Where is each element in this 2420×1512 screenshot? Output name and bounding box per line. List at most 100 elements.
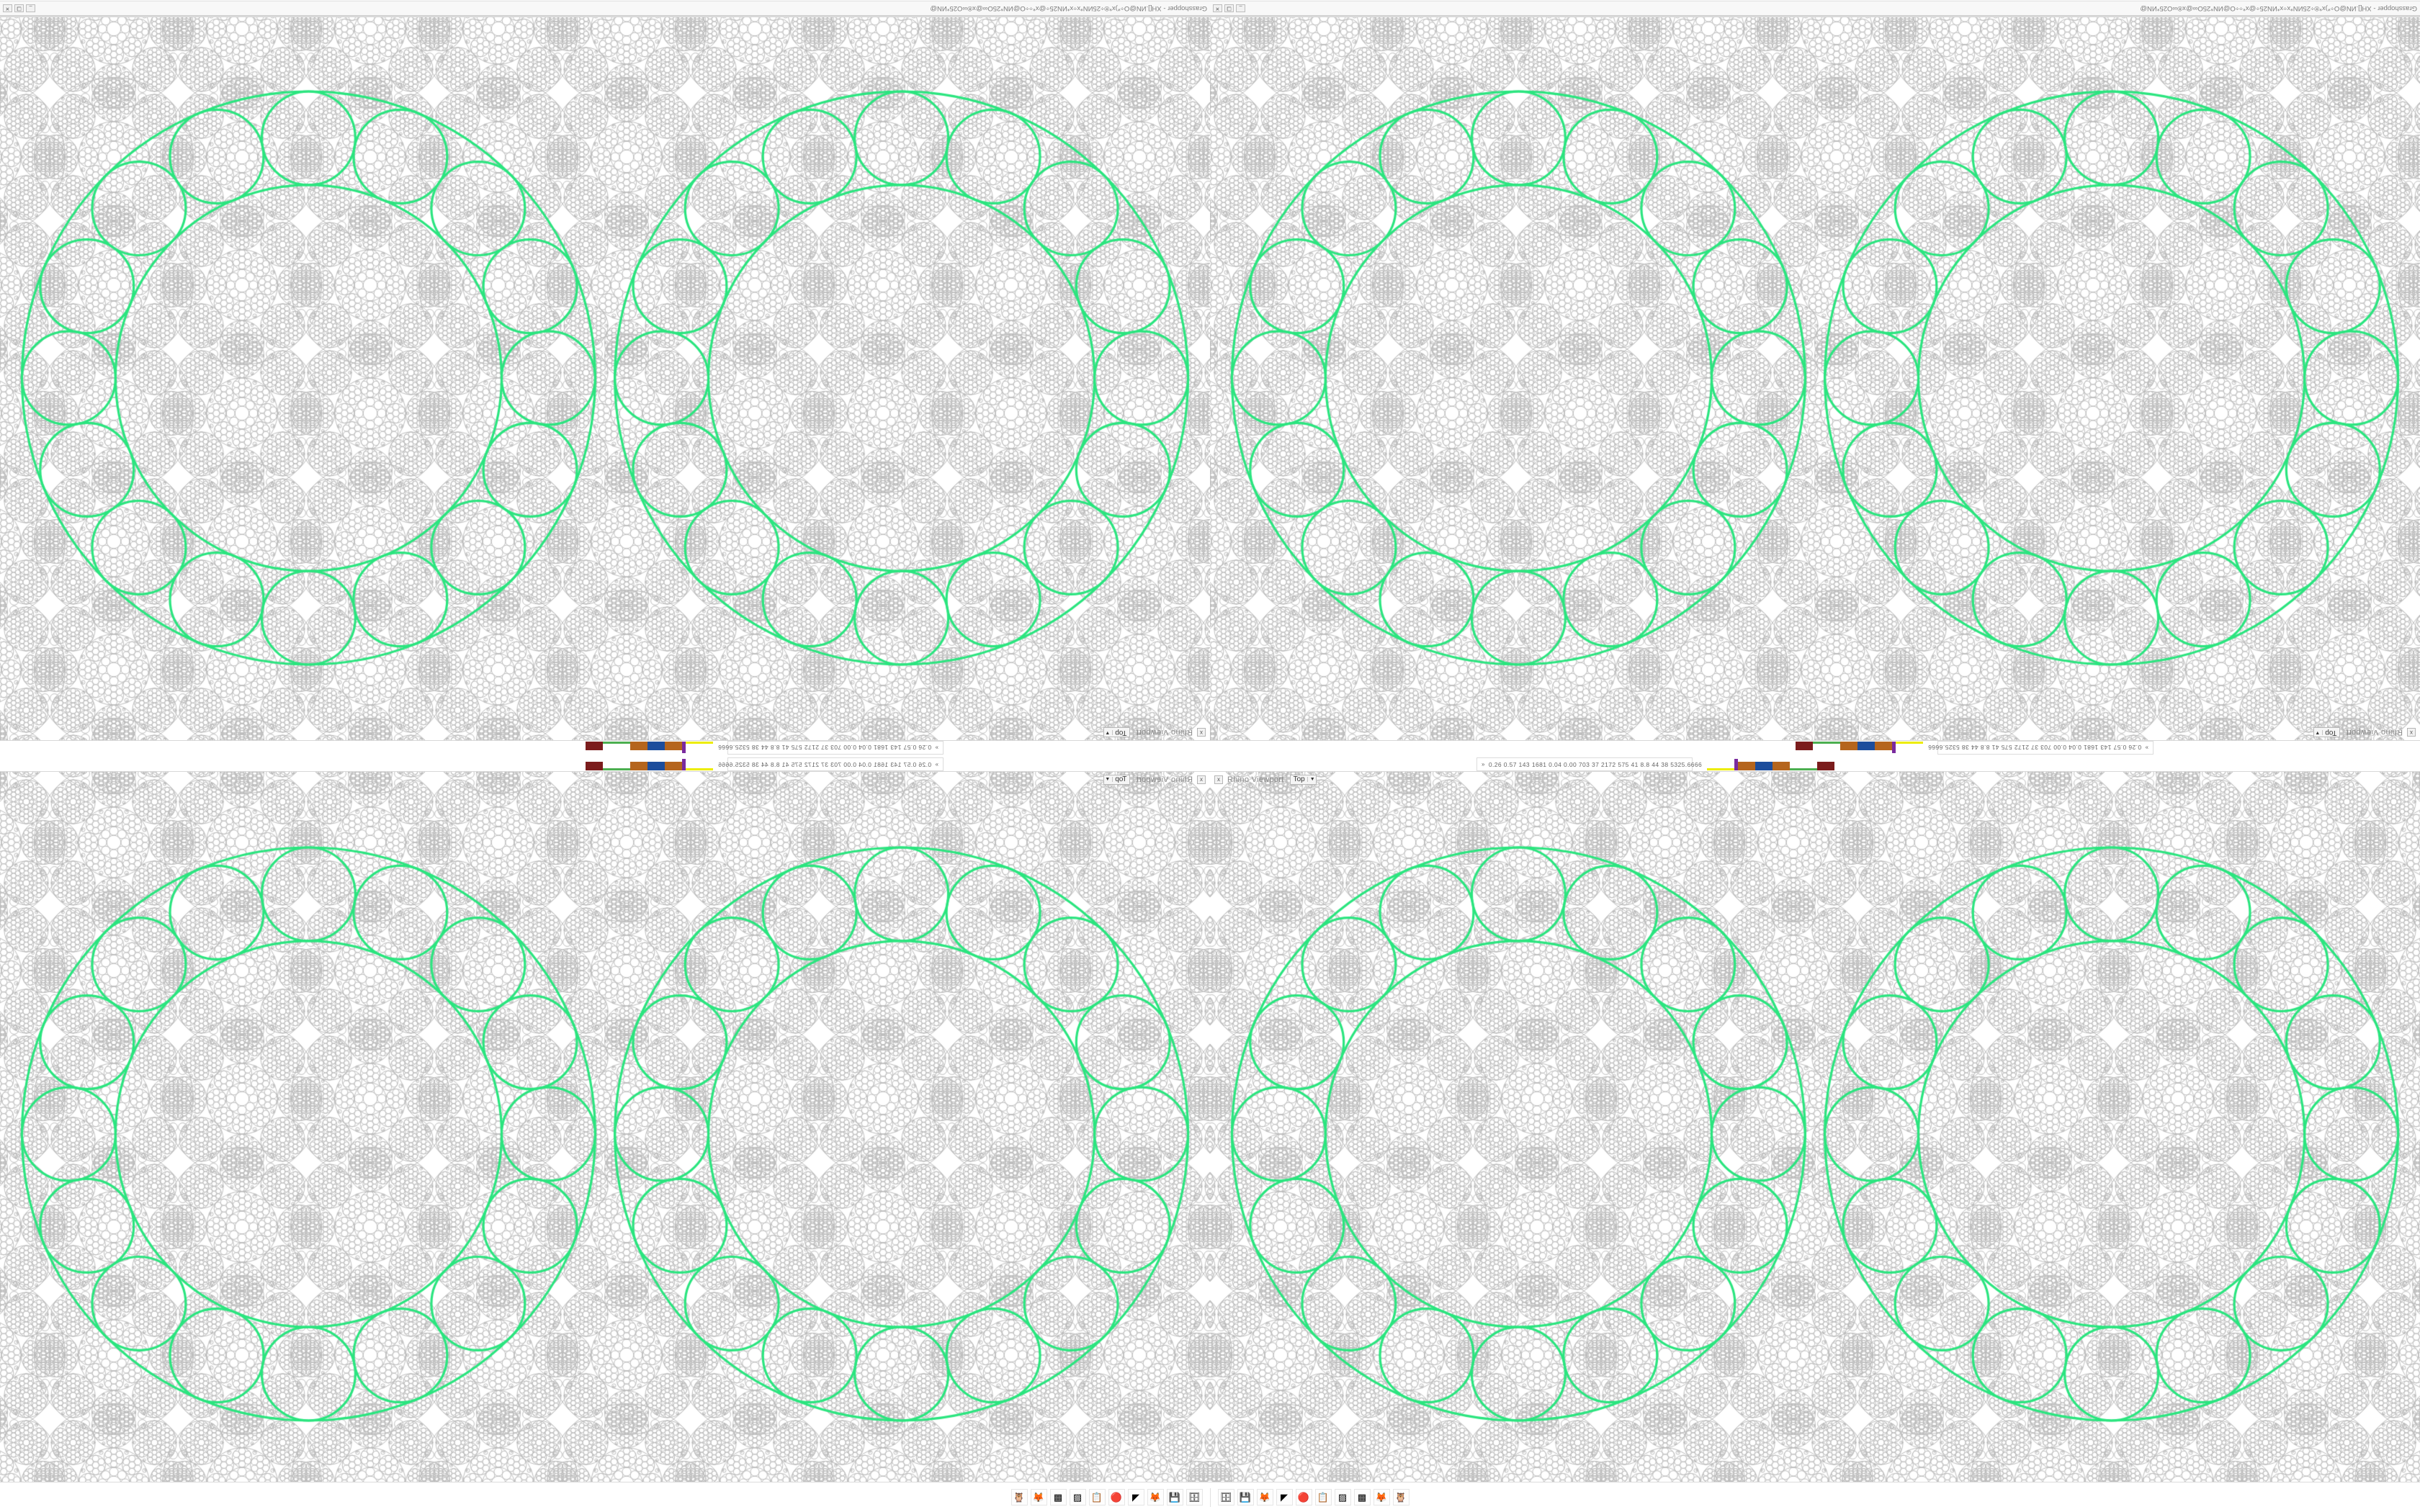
apollonian-gasket-render (1210, 772, 2420, 1496)
ruby-icon[interactable]: 🔴 (1108, 1489, 1125, 1506)
color-swatch-3 (1857, 742, 1875, 750)
quadrant-top-left: » 0.26 0.57 143 1681 0.04 0.00 703 37 21… (0, 0, 1210, 756)
maximize-icon[interactable]: ❑ (14, 4, 24, 12)
inkscape-icon[interactable]: ◤ (1127, 1489, 1144, 1506)
rhino-viewport[interactable]: x Rhino Viewport Top ▼ (1210, 772, 2420, 1496)
rhino-title-bar: » 0.26 0.57 143 1681 0.04 0.00 703 37 21… (0, 740, 1210, 756)
rhino-viewport[interactable]: x Rhino Viewport Top ▼ (0, 772, 1210, 1496)
firefox-icon[interactable]: 🦊 (1030, 1489, 1047, 1506)
quadrant-bottom-right: » 0.26 0.57 143 1681 0.04 0.00 703 37 21… (1210, 756, 2420, 1512)
maximize-icon[interactable]: ❑ (1224, 4, 1234, 12)
color-swatch-2 (1875, 742, 1892, 750)
rhino-viewport[interactable]: x Rhino Viewport Top ▼ (0, 16, 1210, 740)
rhino-title-bar: » 0.26 0.57 143 1681 0.04 0.00 703 37 21… (0, 756, 1210, 772)
color-swatch-4 (630, 762, 647, 770)
rhino-command-line[interactable]: » 0.26 0.57 143 1681 0.04 0.00 703 37 21… (718, 757, 944, 771)
firefox2-icon[interactable]: 🦊 (1147, 1489, 1164, 1506)
rhino-viewport-area: x Rhino Viewport Top ▼ (0, 16, 1210, 740)
firefox3-icon[interactable]: 🦊 (1256, 1489, 1273, 1506)
maze4-icon[interactable]: ▩ (1353, 1489, 1371, 1506)
firefox4-icon[interactable]: 🦊 (1373, 1489, 1390, 1506)
notepad2-icon[interactable]: 📋 (1314, 1489, 1332, 1506)
color-swatch-2 (1738, 762, 1755, 770)
rhino-command-line[interactable]: » 0.26 0.57 143 1681 0.04 0.00 703 37 21… (1928, 741, 2154, 755)
color-swatch-2 (665, 762, 682, 770)
color-swatch-5 (603, 768, 630, 770)
minimize-icon[interactable]: _ (1236, 4, 1245, 12)
rhino-command-line[interactable]: » 0.26 0.57 143 1681 0.04 0.00 703 37 21… (1476, 757, 1702, 771)
grasshopper-menu-bar: FileEditViewDisplaySolutionHelpPancake (1210, 0, 2420, 1)
color-swatch-5 (1813, 742, 1840, 744)
rhino-command-line[interactable]: » 0.26 0.57 143 1681 0.04 0.00 703 37 21… (718, 741, 944, 755)
grasshopper-title-bar: Grasshopper - XH[].ИN@O÷*)x*®÷25ИN*x÷x*И… (0, 1, 1210, 15)
close-icon[interactable]: ✕ (3, 4, 12, 12)
command-caret: » (935, 761, 938, 768)
rhino-title-bar: » 0.26 0.57 143 1681 0.04 0.00 703 37 21… (1210, 756, 2420, 772)
rhino-viewport[interactable]: x Rhino Viewport Top ▼ (1210, 16, 2420, 740)
rhino-color-swatches (586, 742, 713, 755)
color-swatch-5 (1790, 768, 1817, 770)
rhino-viewport-area: x Rhino Viewport Top ▼ (0, 772, 1210, 1496)
viewport-split-divider (0, 16, 1210, 17)
color-swatch-4 (630, 742, 647, 750)
command-caret: » (2145, 744, 2148, 751)
rhino-viewport-area: x Rhino Viewport Top ▼ (1210, 772, 2420, 1496)
color-swatch-6 (1796, 742, 1813, 750)
rhino-numbers-strip: 0.26 0.57 143 1681 0.04 0.00 703 37 2172… (717, 760, 932, 768)
floppy-icon[interactable]: 💾 (1166, 1489, 1183, 1506)
window-buttons: _ ❑ ✕ (3, 4, 35, 12)
maze3-icon[interactable]: ▨ (1334, 1489, 1351, 1506)
quadrant-bottom-left: » 0.26 0.57 143 1681 0.04 0.00 703 37 21… (0, 756, 1210, 1512)
color-swatch-6 (586, 742, 603, 750)
color-swatch-3 (1755, 762, 1773, 770)
color-swatch-1 (682, 759, 686, 770)
color-swatch-0 (1896, 742, 1923, 744)
grasshopper-title-text: Grasshopper - XH[].ИN@O÷*)x*®÷25ИN*x÷x*И… (930, 4, 1207, 12)
color-swatch-6 (1817, 762, 1834, 770)
rhino-viewport-area: x Rhino Viewport Top ▼ (1210, 16, 2420, 740)
quadrant-top-right: » 0.26 0.57 143 1681 0.04 0.00 703 37 21… (1210, 0, 2420, 756)
floppy2-icon[interactable]: 💾 (1237, 1489, 1254, 1506)
notepad-icon[interactable]: 📋 (1088, 1489, 1106, 1506)
color-swatch-6 (586, 762, 603, 770)
rhino-grasshopper-screen: » 0.26 0.57 143 1681 0.04 0.00 703 37 21… (0, 0, 1210, 756)
taskbar-divider (1209, 1488, 1211, 1507)
color-swatch-4 (1840, 742, 1857, 750)
color-swatch-1 (1734, 759, 1738, 770)
color-swatch-1 (1892, 742, 1896, 753)
color-swatch-3 (647, 762, 665, 770)
rhino-grasshopper-screen: » 0.26 0.57 143 1681 0.04 0.00 703 37 21… (0, 756, 1210, 1512)
rhino-numbers-strip: 0.26 0.57 143 1681 0.04 0.00 703 37 2172… (717, 744, 932, 752)
color-swatch-4 (1773, 762, 1790, 770)
viewport-split-divider (1210, 16, 2420, 17)
inkscape2-icon[interactable]: ◤ (1276, 1489, 1293, 1506)
color-swatch-0 (686, 742, 713, 744)
calc-icon[interactable]: 🗄 (1186, 1489, 1203, 1506)
color-swatch-2 (665, 742, 682, 750)
grasshopper-window: Grasshopper - XH[].ИN@O÷*)x*®÷25ИN*x÷x*И… (1210, 0, 2420, 16)
rhino-color-swatches (1796, 742, 1923, 755)
maze2-icon[interactable]: ▨ (1069, 1489, 1086, 1506)
rhino-grasshopper-screen: » 0.26 0.57 143 1681 0.04 0.00 703 37 21… (1210, 756, 2420, 1512)
grasshopper-title-text: Grasshopper - XH[].ИN@O÷*)x*®÷25ИN*x÷x*И… (2140, 4, 2417, 12)
rhino-grasshopper-screen: » 0.26 0.57 143 1681 0.04 0.00 703 37 21… (1210, 0, 2420, 756)
apollonian-gasket-render (0, 16, 1210, 740)
apollonian-gasket-render (0, 772, 1210, 1496)
apollonian-gasket-render (1210, 16, 2420, 740)
grasshopper-window: Grasshopper - XH[].ИN@O÷*)x*®÷25ИN*x÷x*И… (0, 0, 1210, 16)
ruby2-icon[interactable]: 🔴 (1295, 1489, 1312, 1506)
calc2-icon[interactable]: 🗄 (1217, 1489, 1234, 1506)
purple-owl2-icon[interactable]: 🦉 (1392, 1489, 1410, 1506)
color-swatch-5 (603, 742, 630, 744)
color-swatch-0 (1707, 768, 1734, 770)
color-swatch-0 (686, 768, 713, 770)
close-icon[interactable]: ✕ (1213, 4, 1222, 12)
minimize-icon[interactable]: _ (26, 4, 35, 12)
rhino-color-swatches (1707, 757, 1834, 770)
os-taskbar: 🦉 🦊 ▩ ▨ 📋 🔴 ◤ 🦊 💾 🗄 🗄 💾 🦊 ◤ 🔴 📋 ▨ ▩ 🦊 🦉 (0, 1482, 2420, 1512)
purple-owl-icon[interactable]: 🦉 (1010, 1489, 1028, 1506)
maze-icon[interactable]: ▩ (1049, 1489, 1067, 1506)
window-buttons: _ ❑ ✕ (1213, 4, 1245, 12)
rhino-title-bar: » 0.26 0.57 143 1681 0.04 0.00 703 37 21… (1210, 740, 2420, 756)
